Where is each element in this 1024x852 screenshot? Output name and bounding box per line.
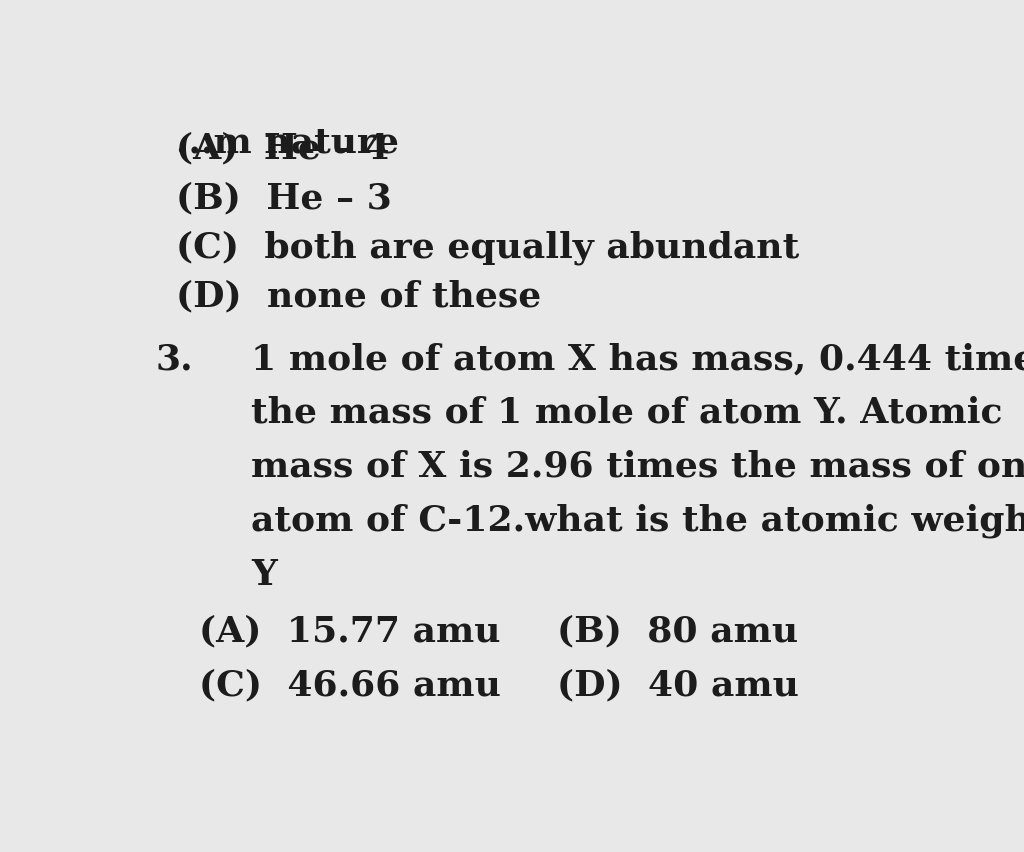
Text: the mass of 1 mole of atom Y. Atomic: the mass of 1 mole of atom Y. Atomic [251, 395, 1002, 429]
Text: (B)  He – 3: (B) He – 3 [176, 181, 391, 215]
Text: Y: Y [251, 557, 276, 590]
Text: mass of X is 2.96 times the mass of one: mass of X is 2.96 times the mass of one [251, 449, 1024, 483]
Text: 3.: 3. [156, 342, 194, 376]
Text: 1 mole of atom X has mass, 0.444 times: 1 mole of atom X has mass, 0.444 times [251, 342, 1024, 376]
Text: (C)  both are equally abundant: (C) both are equally abundant [176, 230, 799, 265]
Text: (A)  15.77 amu: (A) 15.77 amu [200, 614, 501, 648]
Text: (D)  40 amu: (D) 40 amu [557, 668, 799, 702]
Text: (A)  He – 4: (A) He – 4 [176, 132, 389, 166]
Text: atom of C-12.what is the atomic weight of: atom of C-12.what is the atomic weight o… [251, 503, 1024, 538]
Text: (D)  none of these: (D) none of these [176, 279, 541, 314]
Text: (C)  46.66 amu: (C) 46.66 amu [200, 668, 502, 702]
Text: (B)  80 amu: (B) 80 amu [557, 614, 798, 648]
Text: ...m nature: ...m nature [176, 125, 398, 159]
